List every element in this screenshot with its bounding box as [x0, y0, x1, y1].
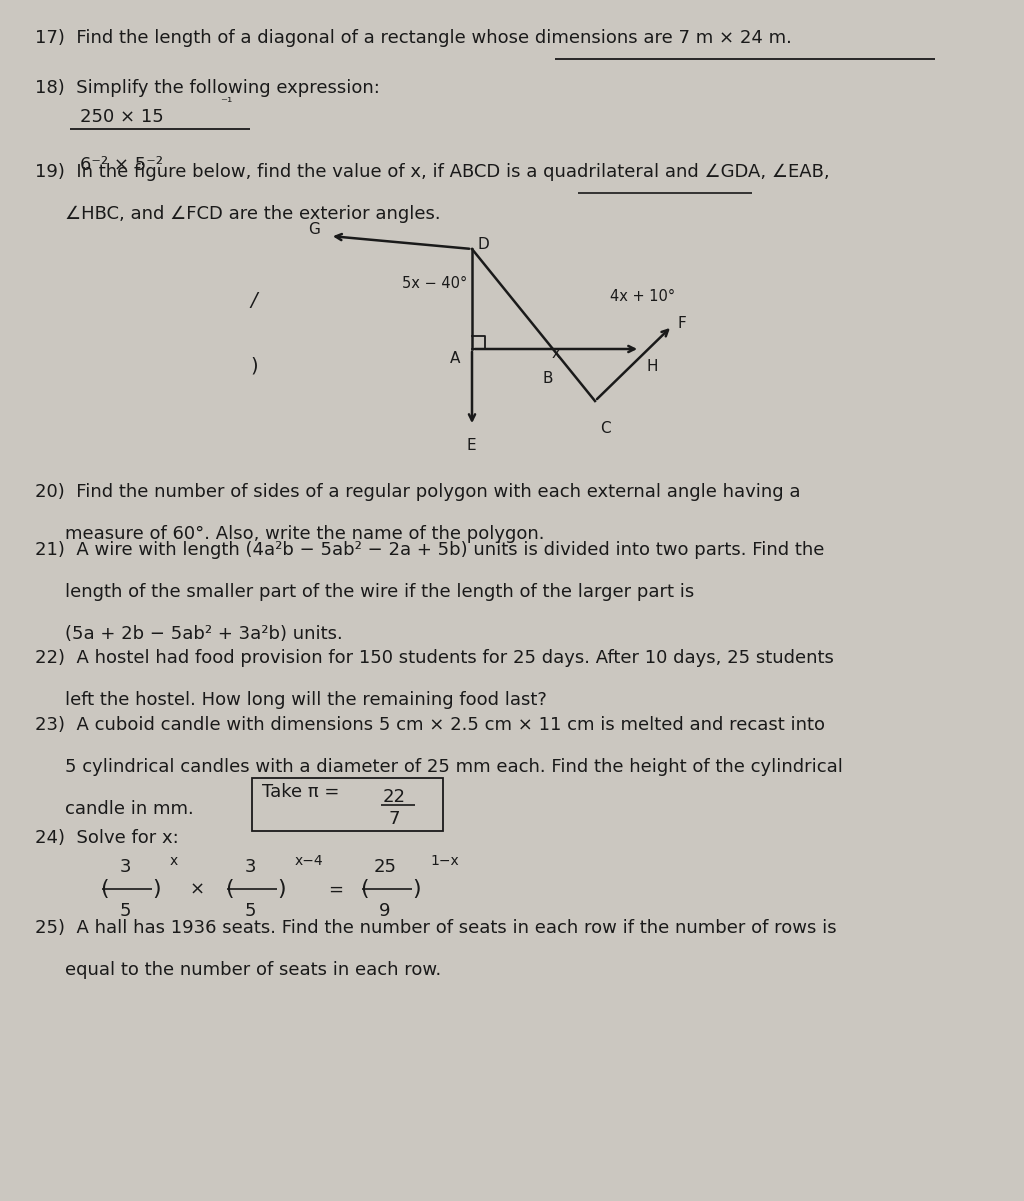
Text: 5x − 40°: 5x − 40°	[402, 276, 467, 291]
Text: B: B	[542, 371, 553, 386]
Text: candle in mm.: candle in mm.	[65, 800, 194, 818]
Text: 23)  A cuboid candle with dimensions 5 cm × 2.5 cm × 11 cm is melted and recast : 23) A cuboid candle with dimensions 5 cm…	[35, 716, 825, 734]
Text: (: (	[225, 879, 233, 900]
Text: x: x	[170, 854, 178, 868]
Text: 21)  A wire with length (4a²b − 5ab² − 2a + 5b) units is divided into two parts.: 21) A wire with length (4a²b − 5ab² − 2a…	[35, 540, 824, 558]
Text: 5: 5	[119, 902, 131, 920]
Text: x−4: x−4	[295, 854, 324, 868]
Text: 25: 25	[374, 858, 396, 876]
Text: A: A	[450, 351, 461, 366]
Text: 5 cylindrical candles with a diameter of 25 mm each. Find the height of the cyli: 5 cylindrical candles with a diameter of…	[65, 758, 843, 776]
Text: F: F	[678, 316, 687, 331]
Text: H: H	[646, 359, 657, 374]
Text: 17)  Find the length of a diagonal of a rectangle whose dimensions are 7 m × 24 : 17) Find the length of a diagonal of a r…	[35, 29, 792, 47]
Text: 22)  A hostel had food provision for 150 students for 25 days. After 10 days, 25: 22) A hostel had food provision for 150 …	[35, 649, 834, 667]
Text: 250 × 15: 250 × 15	[80, 108, 164, 126]
Text: left the hostel. How long will the remaining food last?: left the hostel. How long will the remai…	[65, 691, 547, 709]
Text: equal to the number of seats in each row.: equal to the number of seats in each row…	[65, 961, 441, 979]
Text: Take π =: Take π =	[262, 783, 339, 801]
Text: 5: 5	[245, 902, 256, 920]
Text: D: D	[478, 237, 489, 252]
Text: ): )	[152, 879, 161, 900]
Text: 3: 3	[119, 858, 131, 876]
Text: ): )	[278, 879, 286, 900]
Text: (: (	[360, 879, 369, 900]
Text: length of the smaller part of the wire if the length of the larger part is: length of the smaller part of the wire i…	[65, 582, 694, 600]
Text: 1−x: 1−x	[430, 854, 459, 868]
Text: =: =	[328, 882, 343, 900]
Text: G: G	[308, 222, 319, 237]
Text: 25)  A hall has 1936 seats. Find the number of seats in each row if the number o: 25) A hall has 1936 seats. Find the numb…	[35, 919, 837, 937]
Text: ): )	[250, 355, 258, 375]
Text: 7: 7	[389, 809, 400, 827]
Text: (: (	[100, 879, 109, 900]
Text: 6⁻² × 5⁻²: 6⁻² × 5⁻²	[80, 156, 163, 174]
Text: E: E	[467, 438, 476, 453]
Text: 19)  In the figure below, find the value of x, if ABCD is a quadrilateral and ∠G: 19) In the figure below, find the value …	[35, 163, 829, 181]
Text: 3: 3	[245, 858, 256, 876]
Text: C: C	[600, 422, 610, 436]
Text: 24)  Solve for x:: 24) Solve for x:	[35, 829, 179, 847]
Text: 20)  Find the number of sides of a regular polygon with each external angle havi: 20) Find the number of sides of a regula…	[35, 483, 801, 501]
Text: 4x + 10°: 4x + 10°	[610, 289, 675, 304]
Text: x: x	[552, 346, 560, 362]
Text: 9: 9	[379, 902, 391, 920]
Text: 22: 22	[383, 788, 406, 806]
Text: (5a + 2b − 5ab² + 3a²b) units.: (5a + 2b − 5ab² + 3a²b) units.	[65, 625, 343, 643]
Text: measure of 60°. Also, write the name of the polygon.: measure of 60°. Also, write the name of …	[65, 525, 545, 543]
Text: ): )	[412, 879, 421, 900]
Text: 18)  Simplify the following expression:: 18) Simplify the following expression:	[35, 79, 380, 97]
Text: ∠HBC, and ∠FCD are the exterior angles.: ∠HBC, and ∠FCD are the exterior angles.	[65, 205, 440, 223]
Text: ⁻¹: ⁻¹	[220, 96, 232, 109]
Text: ×: ×	[190, 882, 205, 900]
Text: /: /	[250, 291, 257, 310]
